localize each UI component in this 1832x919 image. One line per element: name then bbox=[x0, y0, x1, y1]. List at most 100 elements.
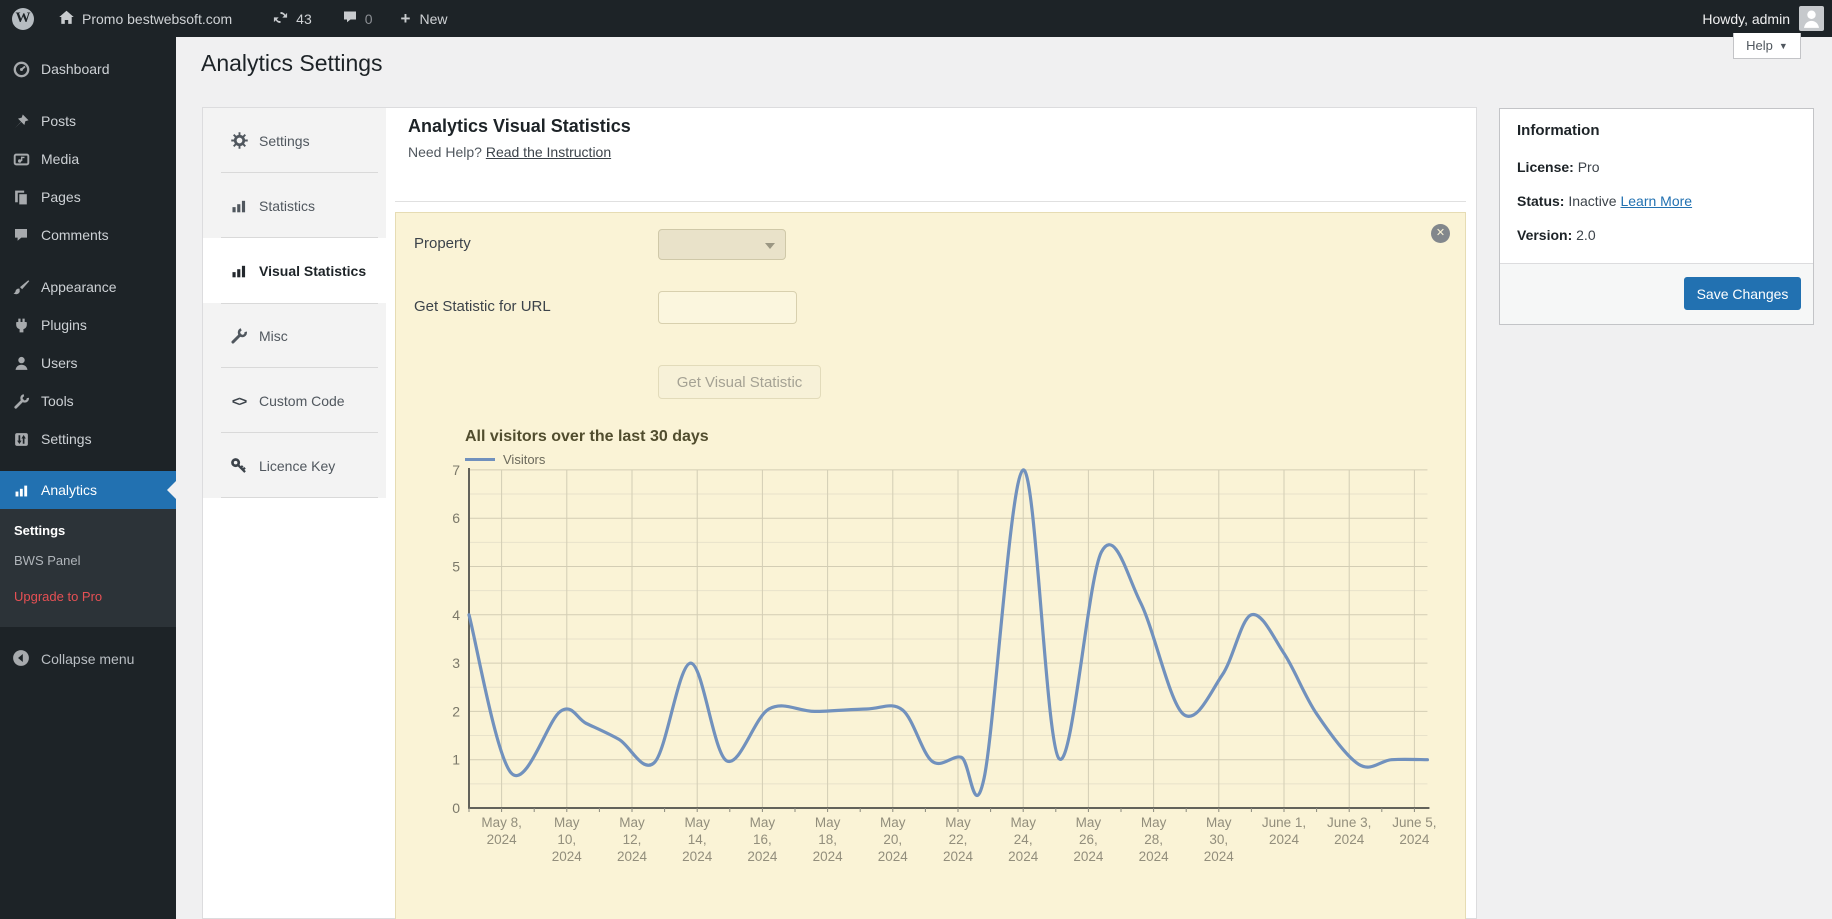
collapse-arrow-icon bbox=[12, 649, 30, 670]
sidebar-item-label: Tools bbox=[41, 393, 74, 409]
sidebar-item-appearance[interactable]: Appearance bbox=[0, 268, 176, 306]
sidebar-item-label: Users bbox=[41, 355, 78, 371]
sidebar-item-users[interactable]: Users bbox=[0, 344, 176, 382]
sidebar-item-label: Comments bbox=[41, 227, 109, 243]
pages-icon bbox=[12, 188, 30, 206]
media-icon bbox=[12, 150, 30, 168]
tab-visual-statistics[interactable]: Visual Statistics bbox=[203, 238, 386, 303]
tab-custom-code[interactable]: <> Custom Code bbox=[203, 368, 386, 433]
sidebar-item-label: Plugins bbox=[41, 317, 87, 333]
url-label: Get Statistic for URL bbox=[414, 298, 551, 315]
submenu-item-settings[interactable]: Settings bbox=[14, 523, 66, 538]
chart-legend: Visitors bbox=[465, 452, 545, 467]
avatar[interactable] bbox=[1799, 6, 1824, 31]
svg-text:2: 2 bbox=[452, 703, 460, 719]
read-instruction-link[interactable]: Read the Instruction bbox=[485, 144, 612, 160]
submenu-item-bws-panel[interactable]: BWS Panel bbox=[14, 553, 81, 568]
admin-bar-left: W Promo bestwebsoft.com 43 0 + bbox=[0, 7, 448, 30]
svg-text:5: 5 bbox=[452, 559, 460, 575]
update-icon bbox=[272, 9, 289, 29]
sidebar-item-comments[interactable]: Comments bbox=[0, 216, 176, 254]
updates-menu[interactable]: 43 bbox=[272, 9, 312, 29]
admin-bar: W Promo bestwebsoft.com 43 0 + bbox=[0, 0, 1832, 37]
info-title: Information bbox=[1517, 122, 1600, 139]
tab-label: Settings bbox=[259, 132, 310, 149]
plus-icon: + bbox=[400, 8, 411, 28]
visual-statistics-box: ✕ Property Get Statistic for URL Get Vis… bbox=[395, 212, 1466, 919]
bar-chart-icon bbox=[12, 481, 30, 499]
svg-text:1: 1 bbox=[452, 752, 460, 768]
analytics-submenu: Settings BWS Panel Upgrade to Pro bbox=[0, 509, 176, 627]
chart-grid bbox=[469, 469, 1428, 809]
tab-licence-key[interactable]: Licence Key bbox=[203, 433, 386, 498]
svg-text:May 8,2024: May 8, 2024 bbox=[481, 815, 522, 847]
status-label: Status: bbox=[1517, 193, 1565, 209]
sidebar-item-analytics[interactable]: Analytics bbox=[0, 471, 176, 509]
svg-text:June 1,2024: June 1, 2024 bbox=[1262, 815, 1306, 847]
code-icon: <> bbox=[231, 392, 247, 409]
version-label: Version: bbox=[1517, 227, 1573, 243]
plug-icon bbox=[12, 316, 30, 334]
tab-label: Custom Code bbox=[259, 392, 345, 409]
sidebar-item-label: Dashboard bbox=[41, 61, 110, 77]
settings-panel: Settings Statistics Visual Statistics bbox=[202, 107, 1477, 919]
comment-icon bbox=[12, 226, 30, 244]
learn-more-link[interactable]: Learn More bbox=[1620, 193, 1693, 209]
section-heading: Analytics Visual Statistics bbox=[408, 116, 631, 136]
svg-text:June 3,2024: June 3, 2024 bbox=[1327, 815, 1371, 847]
paintbrush-icon bbox=[12, 278, 30, 296]
new-label: New bbox=[419, 10, 448, 27]
need-help-line: Need Help? Read the Instruction bbox=[408, 144, 611, 160]
page-title: Analytics Settings bbox=[201, 50, 383, 76]
tab-label: Licence Key bbox=[259, 457, 336, 474]
sidebar-item-media[interactable]: Media bbox=[0, 140, 176, 178]
close-icon[interactable]: ✕ bbox=[1431, 224, 1450, 243]
comments-menu[interactable]: 0 bbox=[342, 9, 373, 28]
help-button[interactable]: Help ▼ bbox=[1733, 33, 1801, 59]
help-label: Help bbox=[1746, 38, 1773, 53]
new-content-menu[interactable]: + New bbox=[401, 9, 448, 29]
wordpress-logo-icon[interactable]: W bbox=[12, 7, 34, 30]
sidebar-item-posts[interactable]: Posts bbox=[0, 102, 176, 140]
tab-statistics[interactable]: Statistics bbox=[203, 173, 386, 238]
sidebar-item-dashboard[interactable]: Dashboard bbox=[0, 50, 176, 88]
visitors-line-chart: 0 1 2 3 4 5 6 7 May 8, 2024 May 10, 2024 May 12, 2024 Ma… bbox=[452, 462, 1436, 864]
admin-sidebar: Dashboard Posts Media Pages Comments bbox=[0, 37, 176, 919]
need-help-label: Need Help? bbox=[408, 144, 482, 160]
sidebar-item-pages[interactable]: Pages bbox=[0, 178, 176, 216]
sidebar-item-settings[interactable]: Settings bbox=[0, 420, 176, 458]
license-row: License: Pro bbox=[1517, 159, 1600, 175]
property-select[interactable] bbox=[658, 229, 786, 260]
bar-chart-icon bbox=[229, 196, 249, 216]
comment-bubble-icon bbox=[342, 9, 358, 28]
collapse-menu-label: Collapse menu bbox=[41, 651, 135, 667]
sidebar-item-label: Media bbox=[41, 151, 80, 167]
sidebar-item-label: Settings bbox=[41, 431, 92, 447]
submenu-item-upgrade-to-pro[interactable]: Upgrade to Pro bbox=[14, 589, 103, 604]
status-value: Inactive bbox=[1568, 193, 1617, 209]
bar-chart-icon bbox=[229, 261, 249, 281]
svg-text:0: 0 bbox=[452, 800, 460, 816]
save-changes-button[interactable]: Save Changes bbox=[1684, 277, 1801, 310]
legend-label: Visitors bbox=[503, 452, 546, 467]
site-menu[interactable]: Promo bestwebsoft.com bbox=[58, 9, 232, 29]
collapse-menu-button[interactable]: Collapse menu bbox=[0, 641, 176, 677]
howdy-label[interactable]: Howdy, admin bbox=[1702, 10, 1790, 27]
license-label: License: bbox=[1517, 159, 1574, 175]
sidebar-item-plugins[interactable]: Plugins bbox=[0, 306, 176, 344]
get-visual-statistic-button[interactable]: Get Visual Statistic bbox=[658, 365, 821, 399]
sidebar-item-label: Posts bbox=[41, 113, 77, 129]
tab-misc[interactable]: Misc bbox=[203, 303, 386, 368]
tab-settings[interactable]: Settings bbox=[203, 108, 386, 173]
sidebar-item-tools[interactable]: Tools bbox=[0, 382, 176, 420]
site-name-label: Promo bestwebsoft.com bbox=[82, 10, 233, 27]
dashboard-icon bbox=[12, 60, 30, 78]
url-input[interactable] bbox=[658, 291, 797, 324]
settings-tab-list: Settings Statistics Visual Statistics bbox=[203, 108, 386, 498]
tab-label: Statistics bbox=[259, 197, 316, 214]
visitors-line-path bbox=[467, 468, 1429, 798]
settings-icon bbox=[12, 430, 30, 448]
